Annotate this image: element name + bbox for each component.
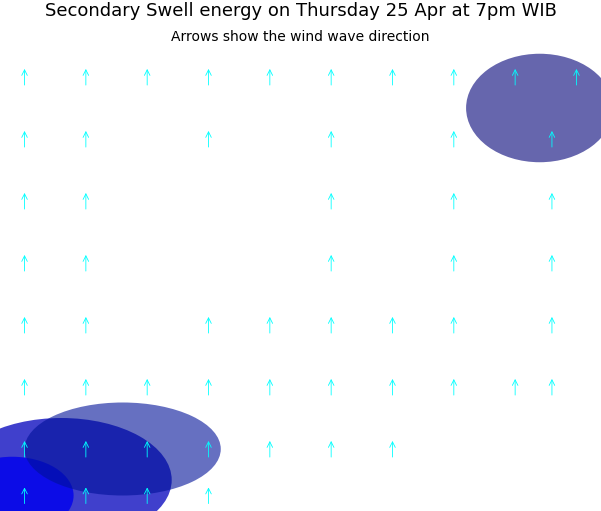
Ellipse shape <box>466 54 601 162</box>
Ellipse shape <box>25 403 221 496</box>
Ellipse shape <box>0 457 73 511</box>
Text: Arrows show the wind wave direction: Arrows show the wind wave direction <box>171 30 430 44</box>
Ellipse shape <box>0 418 172 511</box>
Text: Secondary Swell energy on Thursday 25 Apr at 7pm WIB: Secondary Swell energy on Thursday 25 Ap… <box>44 3 557 20</box>
